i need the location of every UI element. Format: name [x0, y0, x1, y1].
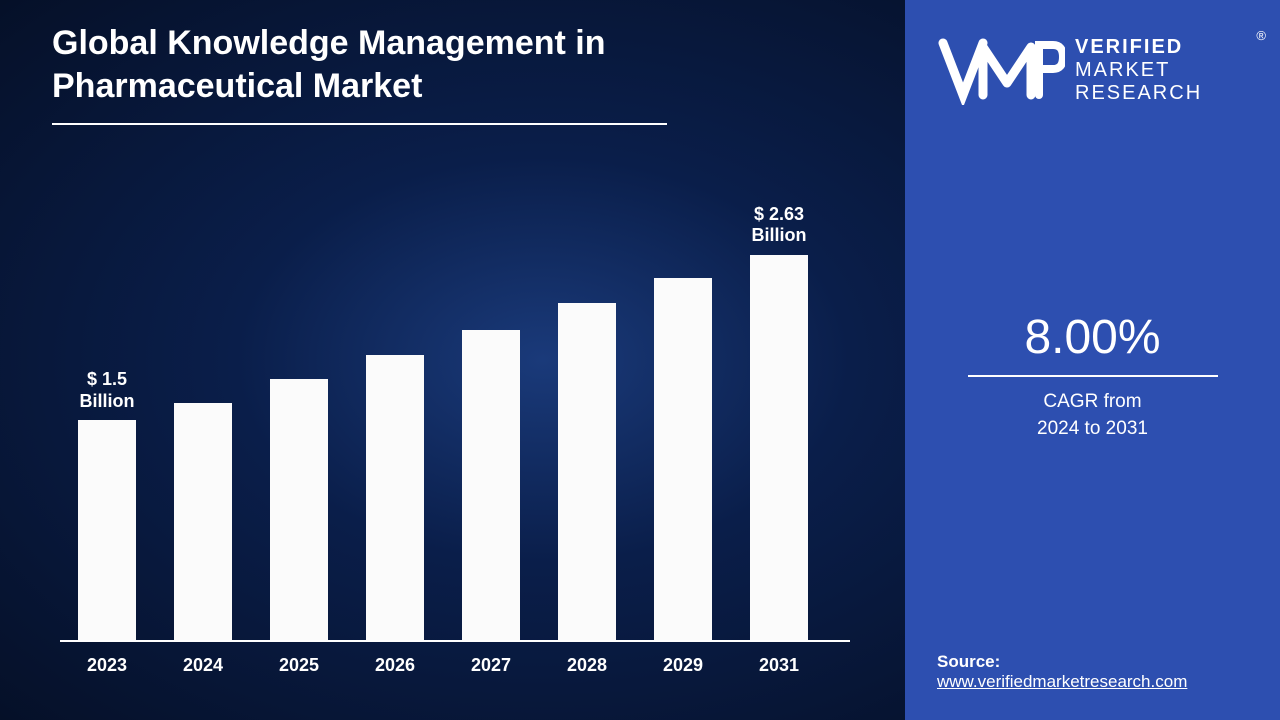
cagr-block: 8.00% CAGR from 2024 to 2031	[968, 310, 1218, 442]
bar-chart: $ 1.5Billion$ 2.63Billion 20232024202520…	[60, 206, 850, 676]
bar-wrapper	[654, 278, 712, 640]
bar-value-label: $ 2.63Billion	[752, 204, 807, 247]
x-axis-label: 2027	[462, 655, 520, 676]
cagr-label: CAGR from 2024 to 2031	[968, 389, 1218, 442]
x-axis-line	[60, 640, 850, 642]
x-axis-label: 2023	[78, 655, 136, 676]
x-axis-label: 2029	[654, 655, 712, 676]
bar-wrapper: $ 2.63Billion	[750, 255, 808, 640]
brand-text-line-1: VERIFIED	[1075, 36, 1202, 59]
cagr-underline	[968, 375, 1218, 377]
brand-text-line-2: MARKET	[1075, 59, 1202, 82]
vmr-logo-icon	[935, 37, 1065, 105]
registered-mark: ®	[1256, 28, 1266, 43]
x-axis-label: 2031	[750, 655, 808, 676]
x-axis-labels: 2023 2024 2025 2026 2027 2028 2029 2031	[60, 655, 850, 676]
main-chart-panel: Global Knowledge Management in Pharmaceu…	[0, 0, 905, 720]
cagr-label-line-2: 2024 to 2031	[1037, 418, 1148, 439]
bars-container: $ 1.5Billion $ 2.63Billion	[60, 220, 850, 640]
bar-wrapper	[462, 330, 520, 640]
bar	[174, 403, 232, 640]
source-url: www.verifiedmarketresearch.com	[937, 672, 1187, 692]
bar-wrapper	[558, 303, 616, 640]
bar	[366, 355, 424, 640]
bar	[78, 420, 136, 640]
bar	[750, 255, 808, 640]
title-line-2: Pharmaceutical Market	[52, 67, 422, 105]
source-label: Source:	[937, 652, 1187, 672]
bar-wrapper	[270, 379, 328, 640]
source-block: Source: www.verifiedmarketresearch.com	[937, 652, 1187, 692]
title-line-1: Global Knowledge Management in	[52, 24, 606, 62]
x-axis-label: 2024	[174, 655, 232, 676]
title-underline	[52, 123, 667, 125]
bar-wrapper: $ 1.5Billion	[78, 420, 136, 640]
side-info-panel: ® VERIFIED MARKET RESEARCH 8.00% CAGR fr…	[905, 0, 1280, 720]
bar-wrapper	[366, 355, 424, 640]
cagr-value: 8.00%	[968, 310, 1218, 365]
bar	[654, 278, 712, 640]
bar	[558, 303, 616, 640]
bar	[462, 330, 520, 640]
bar-value-label: $ 1.5Billion	[80, 369, 135, 412]
brand-logo-text: VERIFIED MARKET RESEARCH	[1075, 36, 1202, 105]
x-axis-label: 2026	[366, 655, 424, 676]
brand-logo: VERIFIED MARKET RESEARCH	[935, 36, 1202, 105]
x-axis-label: 2025	[270, 655, 328, 676]
bar-wrapper	[174, 403, 232, 640]
cagr-label-line-1: CAGR from	[1043, 391, 1141, 412]
bar	[270, 379, 328, 640]
x-axis-label: 2028	[558, 655, 616, 676]
brand-text-line-3: RESEARCH	[1075, 82, 1202, 105]
chart-title: Global Knowledge Management in Pharmaceu…	[52, 22, 667, 125]
